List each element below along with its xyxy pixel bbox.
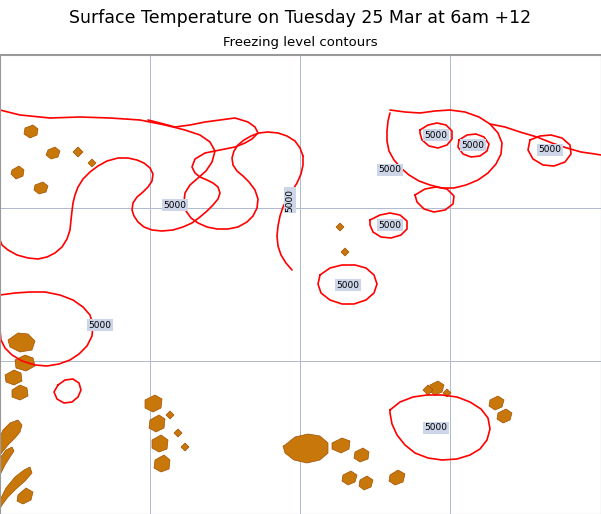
Polygon shape bbox=[283, 434, 328, 463]
Polygon shape bbox=[34, 182, 48, 194]
Polygon shape bbox=[497, 409, 512, 423]
Polygon shape bbox=[443, 389, 451, 397]
Polygon shape bbox=[46, 147, 60, 159]
Polygon shape bbox=[11, 166, 24, 179]
Polygon shape bbox=[73, 147, 83, 157]
Text: 5000: 5000 bbox=[88, 321, 112, 329]
Polygon shape bbox=[0, 447, 14, 475]
Text: Surface Temperature on Tuesday 25 Mar at 6am +12: Surface Temperature on Tuesday 25 Mar at… bbox=[70, 9, 531, 27]
Text: 5000: 5000 bbox=[285, 189, 294, 211]
Polygon shape bbox=[489, 396, 504, 410]
Polygon shape bbox=[12, 385, 28, 400]
Polygon shape bbox=[341, 248, 349, 256]
Polygon shape bbox=[342, 471, 357, 485]
Polygon shape bbox=[423, 385, 433, 395]
Polygon shape bbox=[145, 395, 162, 412]
Text: 5000: 5000 bbox=[285, 189, 294, 211]
Text: 5000: 5000 bbox=[538, 145, 561, 155]
Polygon shape bbox=[88, 159, 96, 167]
Polygon shape bbox=[336, 223, 344, 231]
Polygon shape bbox=[359, 476, 373, 490]
Polygon shape bbox=[149, 415, 165, 432]
Text: 5000: 5000 bbox=[379, 166, 401, 174]
Text: 5000: 5000 bbox=[379, 221, 401, 229]
Polygon shape bbox=[5, 370, 22, 385]
Polygon shape bbox=[389, 470, 405, 485]
Text: 5000: 5000 bbox=[424, 424, 448, 432]
Text: 5000: 5000 bbox=[424, 131, 448, 139]
Polygon shape bbox=[429, 381, 444, 395]
Polygon shape bbox=[354, 448, 369, 462]
Text: 5000: 5000 bbox=[462, 140, 484, 150]
Polygon shape bbox=[8, 333, 35, 352]
Polygon shape bbox=[0, 467, 32, 509]
Text: 5000: 5000 bbox=[337, 281, 359, 289]
Polygon shape bbox=[166, 411, 174, 419]
Polygon shape bbox=[24, 125, 38, 138]
Text: 5000: 5000 bbox=[163, 200, 186, 210]
Polygon shape bbox=[154, 455, 170, 472]
Polygon shape bbox=[0, 420, 22, 455]
Polygon shape bbox=[17, 488, 33, 504]
Polygon shape bbox=[174, 429, 182, 437]
Polygon shape bbox=[15, 355, 35, 371]
Polygon shape bbox=[152, 435, 168, 452]
Text: Freezing level contours: Freezing level contours bbox=[223, 36, 378, 49]
Polygon shape bbox=[332, 438, 350, 453]
Polygon shape bbox=[181, 443, 189, 451]
